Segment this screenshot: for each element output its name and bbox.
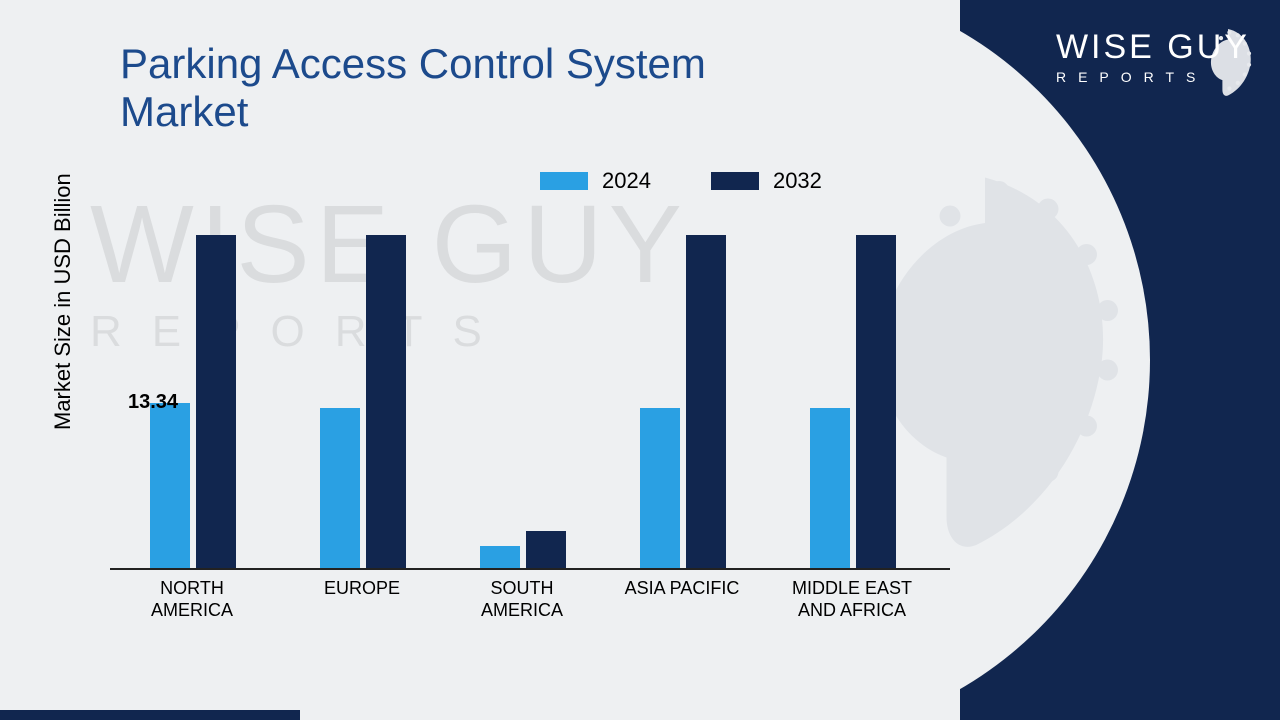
bar (526, 531, 566, 568)
bar (320, 408, 360, 568)
brand-logo: WISE GUY REPORTS (1056, 28, 1250, 85)
x-axis-category: EUROPE (292, 578, 432, 600)
bar-chart: NORTH AMERICA EUROPE SOUTH AMERICA ASIA PAC… (110, 200, 950, 630)
legend-item: 2024 (540, 168, 651, 194)
x-axis-category: NORTH AMERICA (122, 578, 262, 621)
bar (480, 546, 520, 568)
bottom-accent-bar (0, 710, 300, 720)
plot-area (110, 200, 950, 570)
legend-swatch (711, 172, 759, 190)
chart-title: Parking Access Control System Market (120, 40, 820, 137)
bar (640, 408, 680, 568)
chart-canvas: Parking Access Control System Market WIS… (0, 0, 1280, 720)
x-axis-category: SOUTH AMERICA (452, 578, 592, 621)
bar (366, 235, 406, 568)
bar (150, 403, 190, 568)
bar (856, 235, 896, 568)
x-axis-category: ASIA PACIFIC (612, 578, 752, 600)
data-label: 13.34 (128, 391, 178, 414)
legend-label: 2032 (773, 168, 822, 194)
legend-label: 2024 (602, 168, 651, 194)
legend: 2024 2032 (540, 168, 822, 194)
logo-head-icon (1186, 24, 1256, 104)
legend-item: 2032 (711, 168, 822, 194)
legend-swatch (540, 172, 588, 190)
bar (686, 235, 726, 568)
x-axis-category: MIDDLE EAST AND AFRICA (782, 578, 922, 621)
bar (810, 408, 850, 568)
right-panel (960, 0, 1280, 720)
bar (196, 235, 236, 568)
y-axis-label: Market Size in USD Billion (50, 173, 76, 430)
